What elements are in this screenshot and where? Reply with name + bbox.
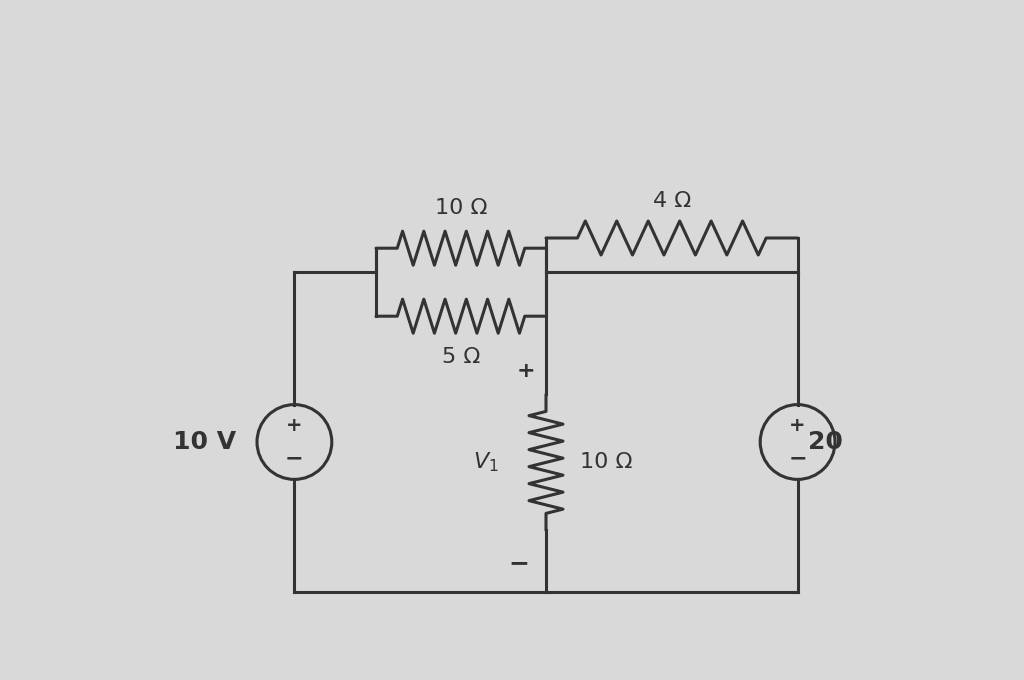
Text: +: + (516, 361, 535, 381)
Text: 10 V: 10 V (173, 430, 237, 454)
Text: −: − (788, 449, 807, 469)
Text: +: + (790, 415, 806, 435)
Text: +: + (286, 415, 303, 435)
Text: −: − (285, 449, 304, 469)
Text: 5 Ω: 5 Ω (441, 347, 480, 367)
Text: 20: 20 (808, 430, 843, 454)
Text: 10 Ω: 10 Ω (580, 452, 633, 473)
Text: 10 Ω: 10 Ω (435, 198, 487, 218)
Text: $V_1$: $V_1$ (473, 451, 499, 474)
Text: −: − (508, 551, 529, 575)
Text: 4 Ω: 4 Ω (652, 191, 691, 211)
